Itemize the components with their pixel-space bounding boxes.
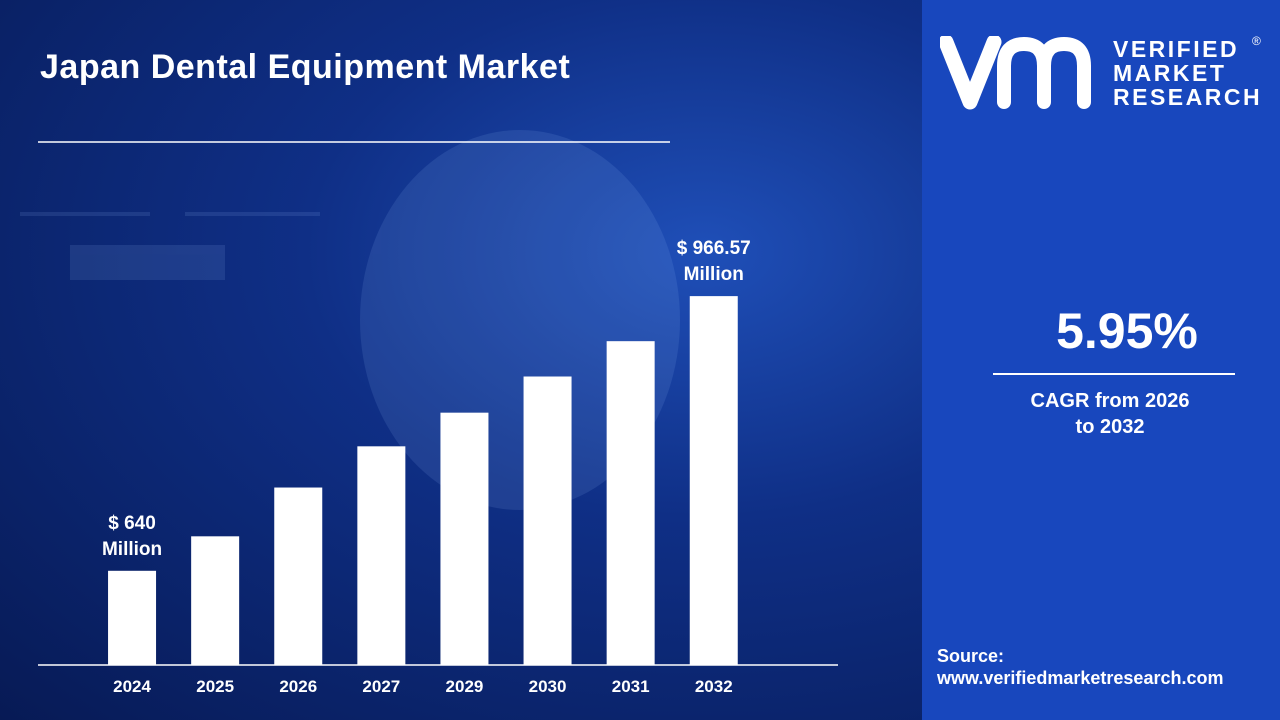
cagr-label: CAGR from 2026 to 2032 [1030,390,1190,438]
registered-mark: ® [1252,34,1261,48]
bar [108,570,157,665]
brand-logo [940,36,1091,110]
bar [523,376,572,665]
x-tick-label: 2030 [529,677,567,696]
source-url: www.verifiedmarketresearch.com [937,668,1224,688]
chart-title: Japan Dental Equipment Market [40,48,571,86]
cagr-rule [993,373,1235,375]
brand-name: VERIFIED [1113,36,1240,62]
background-decor [20,130,680,510]
bar [440,412,489,665]
x-tick-label: 2032 [695,677,733,696]
bar [606,341,655,665]
x-tick-label: 2026 [279,677,317,696]
bar [357,446,406,665]
brand-name: RESEARCH [1113,84,1263,110]
x-tick-label: 2027 [362,677,400,696]
bar [689,296,738,665]
cagr-value: 5.95% [1056,303,1198,359]
bar [191,536,240,665]
value-label: $ 640 Million [101,512,163,560]
x-tick-label: 2029 [446,677,484,696]
x-tick-label: 2031 [612,677,650,696]
brand-name: MARKET [1113,60,1227,86]
x-tick-label: 2025 [196,677,234,696]
x-tick-label: 2024 [113,677,151,696]
chart: 2024 2025 2026 2027 2029 2030 2031 2032 [20,130,738,696]
bar [274,487,323,665]
source-label: Source: [937,646,1005,666]
value-label: $ 966.57 Million [676,238,751,286]
side-panel [922,0,1280,720]
